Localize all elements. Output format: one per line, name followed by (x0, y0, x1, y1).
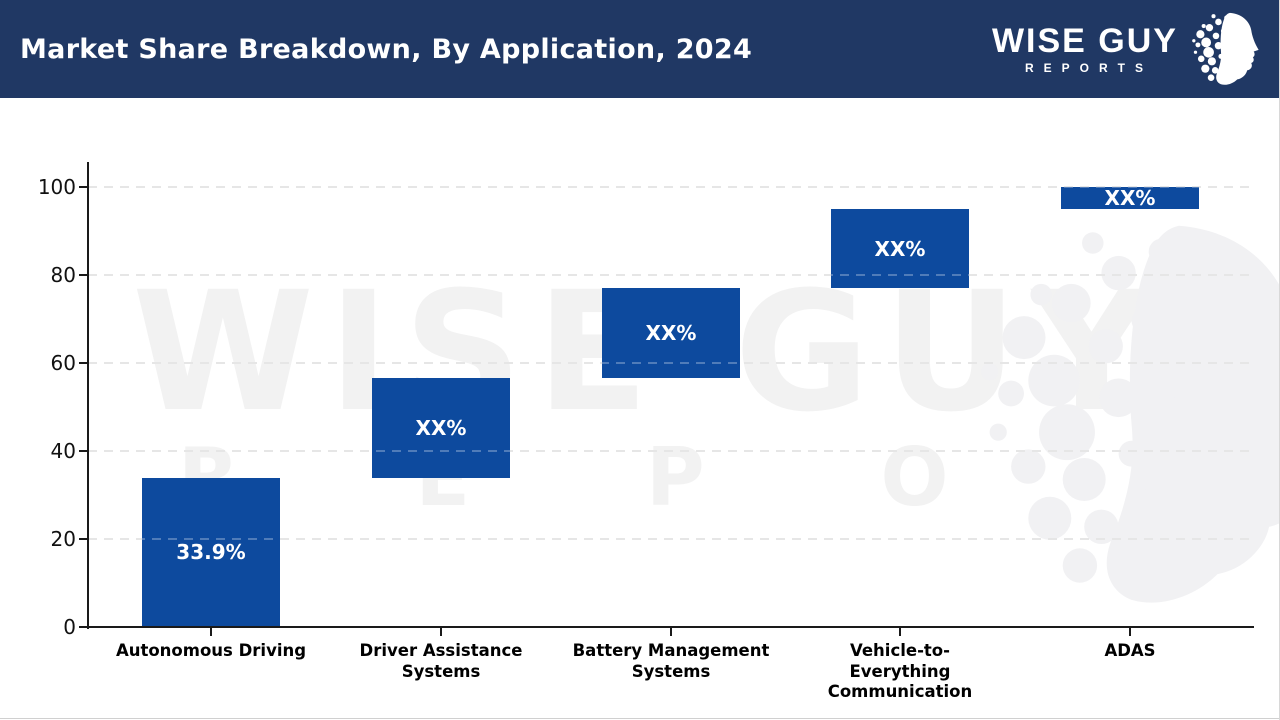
y-tick-80 (79, 274, 88, 276)
y-tick-label-40: 40 (50, 439, 76, 463)
brand-name: WISE GUY (991, 22, 1178, 60)
gridline-80 (88, 274, 1254, 276)
y-tick-0 (79, 626, 88, 628)
y-tick-60 (79, 362, 88, 364)
y-tick-label-0: 0 (63, 615, 76, 639)
gridline-20 (88, 538, 1254, 540)
x-category-label-2: Battery Management Systems (572, 641, 770, 681)
gridline-20 (88, 538, 1254, 540)
y-tick-40 (79, 450, 88, 452)
y-tick-20 (79, 538, 88, 540)
x-category-label-1: Driver Assistance Systems (359, 641, 523, 681)
gridline-80 (88, 274, 1254, 276)
bar-3: XX% (831, 209, 969, 289)
brand-logo-text: WISE GUY REPORTS (992, 24, 1178, 74)
x-tick-3 (899, 628, 901, 636)
x-tick-2 (670, 628, 672, 636)
gridline-40 (88, 450, 1254, 452)
bar-4: XX% (1061, 186, 1199, 210)
y-tick-label-80: 80 (50, 263, 76, 287)
bar-value-label: XX% (645, 321, 697, 346)
brand-logo: WISE GUY REPORTS (992, 6, 1266, 92)
plot-area: 33.9% XX% XX% XX% XX% 0 20 40 60 80 100 Autonomou… (0, 98, 1279, 719)
y-tick-label-20: 20 (50, 527, 76, 551)
gridline-100 (88, 186, 1254, 188)
bar-value-label: XX% (874, 236, 926, 261)
page-title: Market Share Breakdown, By Application, … (20, 33, 753, 65)
gridline-100 (88, 186, 1254, 188)
bar-value-label: 33.9% (176, 540, 246, 565)
x-category-label-3: Vehicle-to- Everything Communication (827, 641, 973, 702)
x-tick-1 (440, 628, 442, 636)
brand-subname: REPORTS (1024, 61, 1153, 75)
x-tick-4 (1129, 628, 1131, 636)
bar-value-label: XX% (1104, 186, 1156, 210)
bottom-edge-line (0, 718, 1279, 719)
x-tick-0 (210, 628, 212, 636)
y-tick-label-100: 100 (37, 175, 76, 199)
y-tick-label-60: 60 (50, 351, 76, 375)
bar-2: XX% (602, 288, 740, 379)
gridline-40 (88, 450, 1254, 452)
bar-value-label: XX% (415, 416, 467, 441)
header-band: Market Share Breakdown, By Application, … (0, 0, 1279, 98)
x-axis-line (87, 626, 1254, 628)
y-tick-100 (79, 186, 88, 188)
x-category-label-4: ADAS (1104, 641, 1156, 660)
gridline-60 (88, 362, 1254, 364)
dotted-head-profile-icon (1192, 12, 1259, 85)
x-category-label-0: Autonomous Driving (115, 641, 307, 660)
y-axis-line (87, 162, 89, 629)
bar-0: 33.9% (142, 477, 280, 627)
bar-1: XX% (372, 378, 510, 478)
